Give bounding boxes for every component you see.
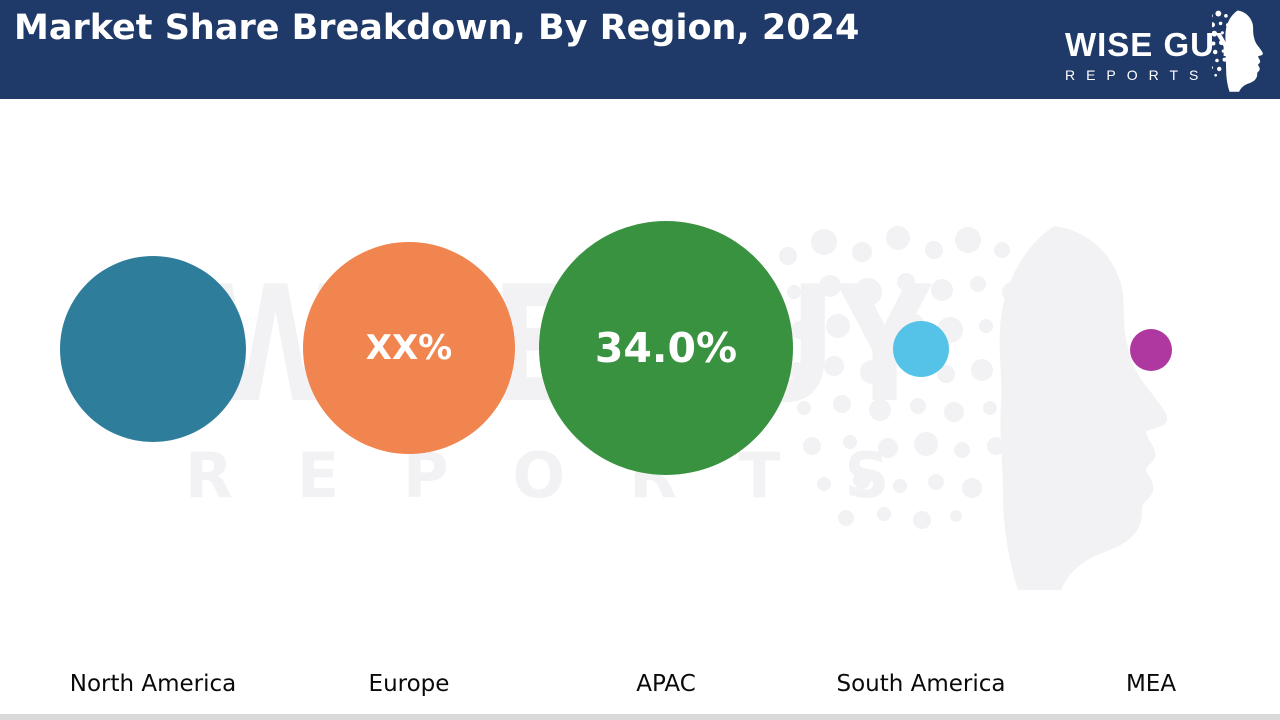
category-label-apac: APAC (636, 671, 696, 697)
bubble-north-america (60, 256, 246, 442)
brand-subtitle: REPORTS (1064, 66, 1210, 83)
brand-text: WISE GUY REPORTS (1065, 26, 1238, 83)
bubble-south-america (893, 321, 949, 377)
page-title: Market Share Breakdown, By Region, 2024 (14, 8, 860, 48)
category-label-mea: MEA (1125, 671, 1177, 697)
brand-logo: WISE GUY REPORTS (1065, 8, 1268, 94)
bubble-europe: XX% (303, 242, 515, 454)
bubble-mea (1130, 329, 1172, 371)
category-label-europe: Europe (368, 671, 450, 697)
footer-divider (0, 714, 1280, 720)
brand-name: WISE GUY (1064, 25, 1238, 63)
bubble-label: 34.0% (594, 324, 738, 372)
watermark-line2: REPORTS (185, 439, 954, 512)
category-label-south-america: South America (836, 671, 1006, 697)
header-banner: Market Share Breakdown, By Region, 2024 … (0, 0, 1280, 99)
wiseguy-head-icon (1212, 10, 1263, 92)
category-label-north-america: North America (69, 671, 237, 697)
bubble-apac: 34.0% (539, 221, 793, 475)
bubble-label: XX% (365, 328, 453, 368)
